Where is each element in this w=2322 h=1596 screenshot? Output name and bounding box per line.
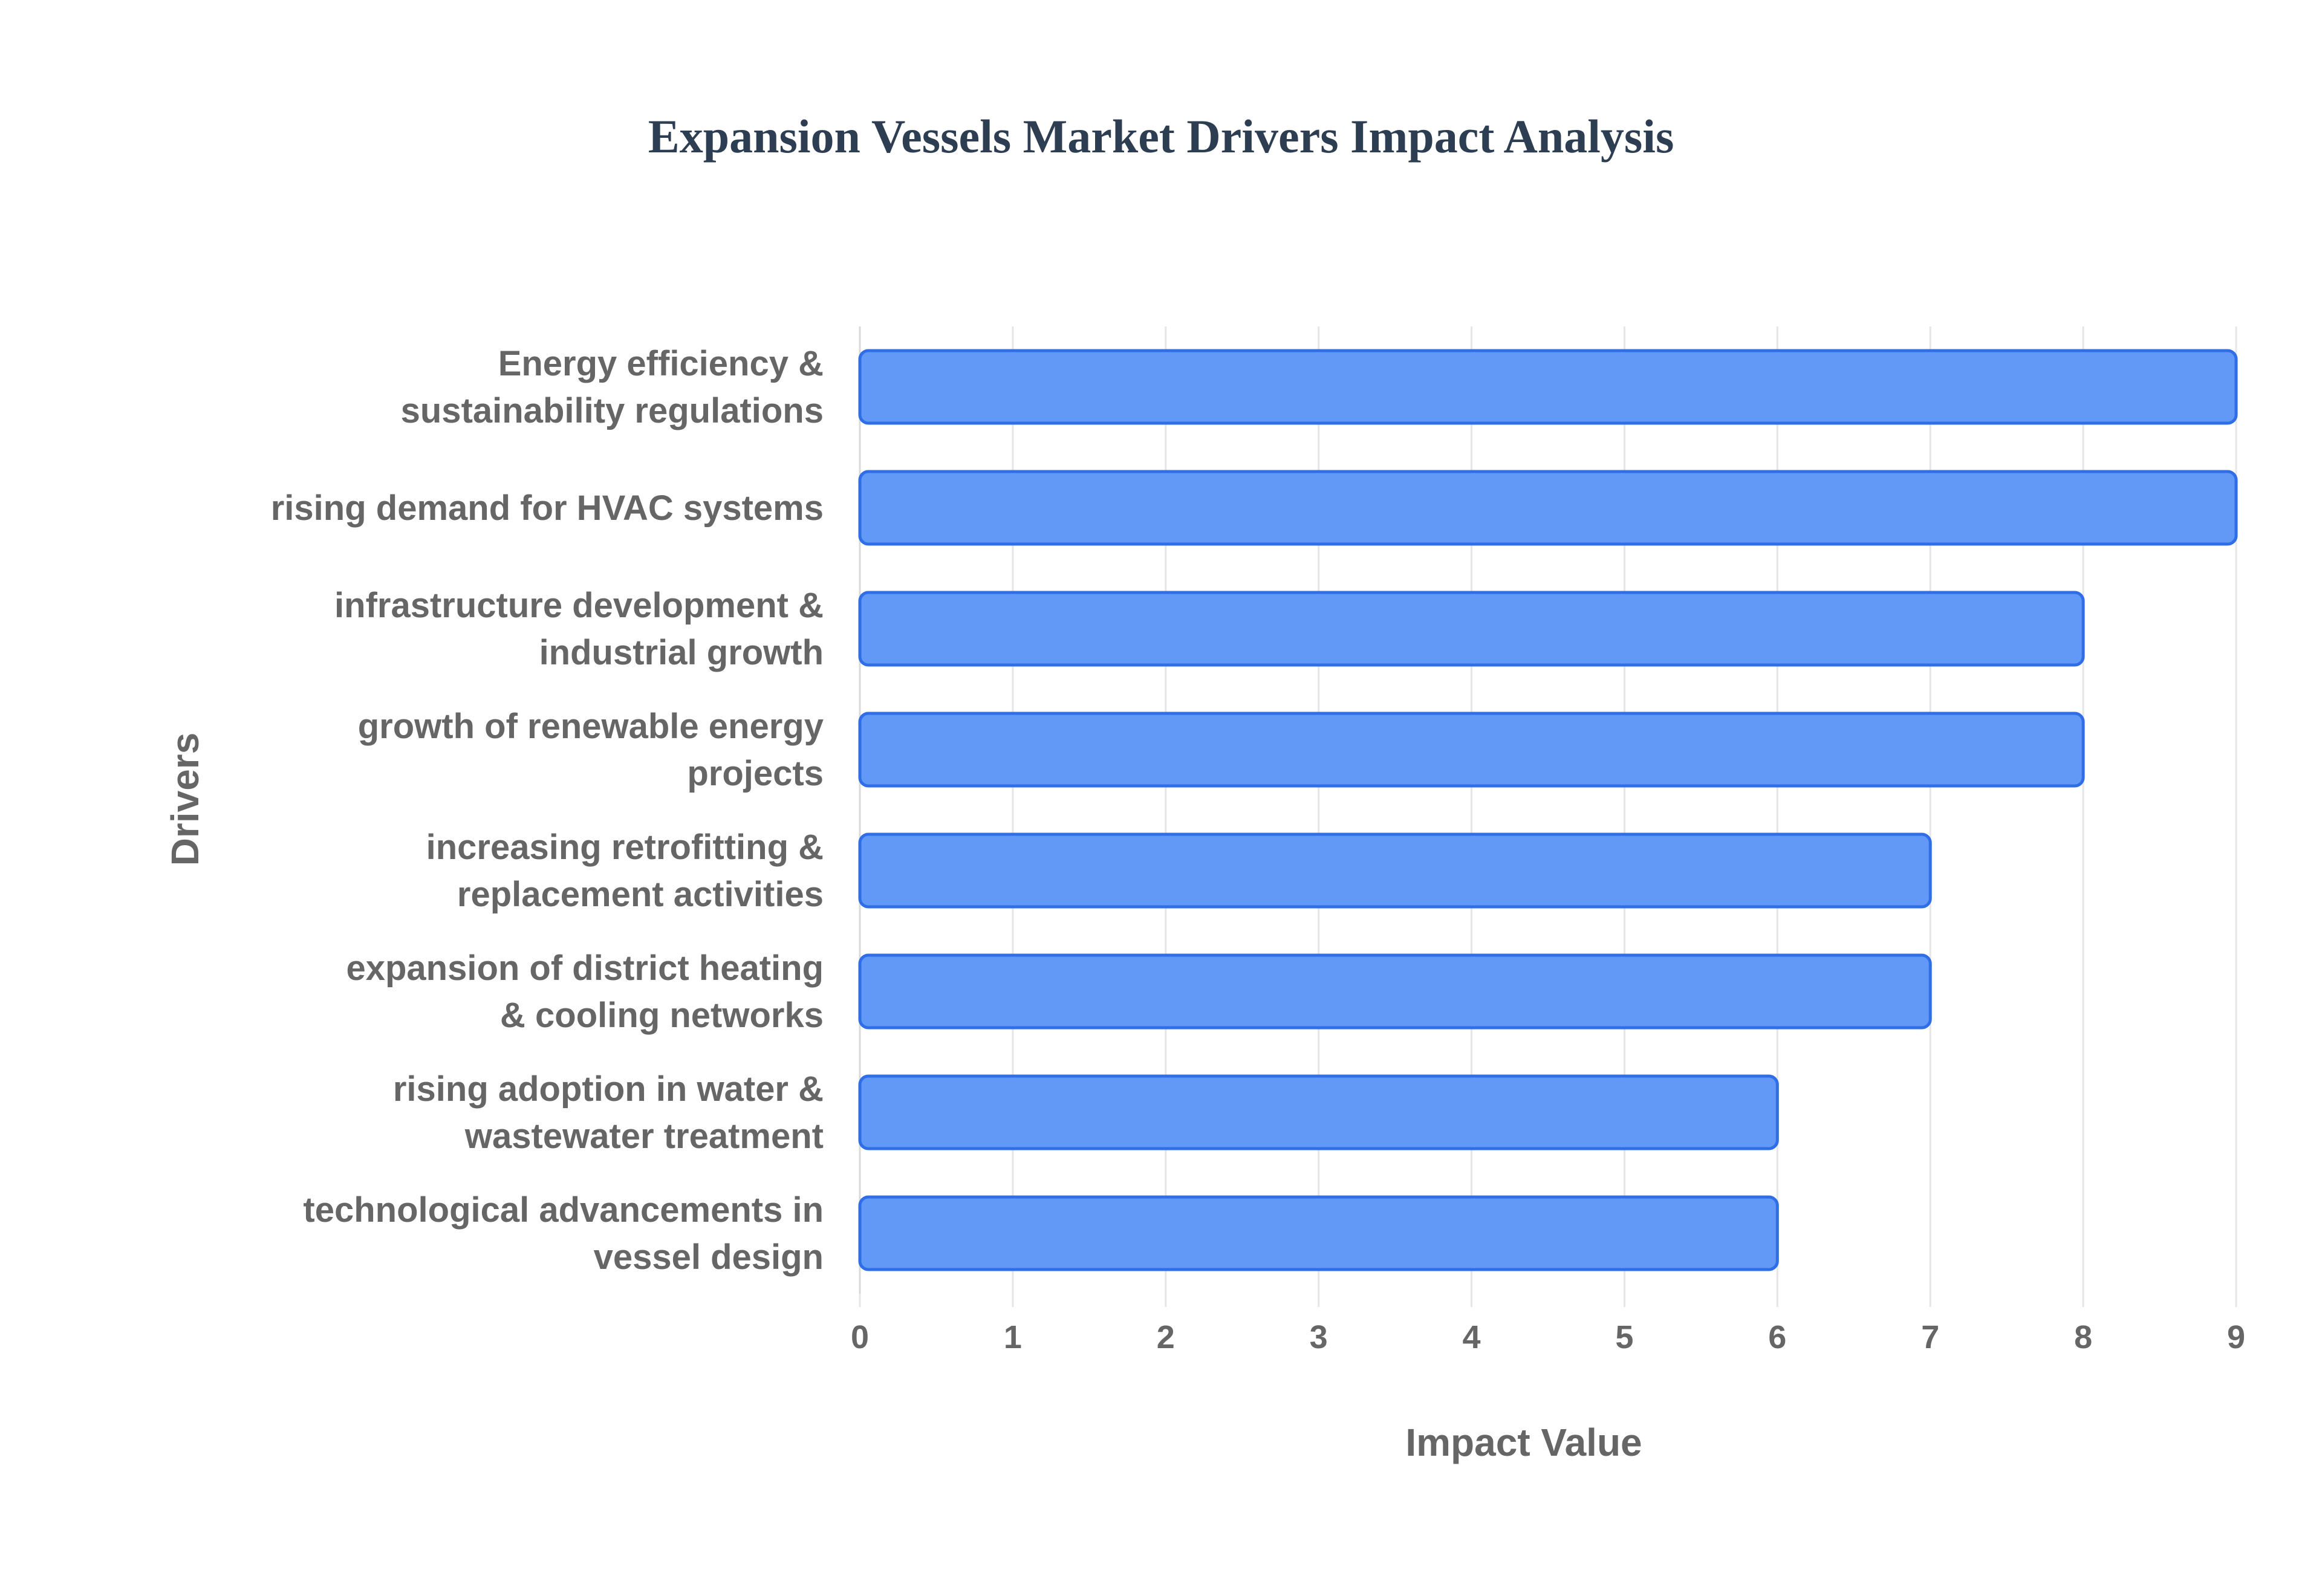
category-label-line: rising adoption in water & <box>393 1069 824 1109</box>
category-label: rising demand for HVAC systems <box>271 488 824 528</box>
chart-title: Expansion Vessels Market Drivers Impact … <box>648 110 1674 163</box>
x-tick-label: 6 <box>1768 1319 1786 1355</box>
category-label: expansion of district heating & cooling n… <box>346 949 824 1035</box>
category-labels: Energy efficiency & sustainability regula… <box>271 344 824 1277</box>
x-tick-label: 4 <box>1463 1319 1481 1355</box>
bar <box>858 1195 1779 1271</box>
category-label-line: growth of renewable energy <box>358 707 824 746</box>
bar <box>858 470 2238 546</box>
category-label-line: technological advancements in <box>303 1190 824 1230</box>
category-label-line: vessel design <box>594 1238 824 1277</box>
category-label: infrastructure development & industrial g… <box>334 586 824 672</box>
bar <box>858 1074 1779 1150</box>
category-label-line: Energy efficiency & <box>498 344 824 383</box>
category-label-line: & cooling networks <box>500 996 824 1035</box>
category-label: rising adoption in water & wastewater tre… <box>393 1069 824 1156</box>
x-tick-labels: 0 1 2 3 4 5 6 7 8 9 <box>851 1319 2245 1355</box>
y-axis-title: Drivers <box>163 733 207 866</box>
x-tick-label: 0 <box>851 1319 869 1355</box>
category-label-line: infrastructure development & <box>334 586 824 625</box>
bar <box>858 832 1932 909</box>
category-label-line: rising demand for HVAC systems <box>271 488 824 528</box>
x-tick-label: 5 <box>1615 1319 1633 1355</box>
bar <box>858 591 2085 667</box>
x-tick-label: 1 <box>1004 1319 1022 1355</box>
bar <box>858 953 1932 1030</box>
category-label: increasing retrofitting & replacement act… <box>426 828 824 914</box>
category-label: Energy efficiency & sustainability regula… <box>401 344 824 430</box>
x-tick-label: 2 <box>1157 1319 1175 1355</box>
x-tick-label: 3 <box>1310 1319 1328 1355</box>
bars <box>858 349 2238 1271</box>
category-label-line: expansion of district heating <box>346 949 824 988</box>
category-label-line: replacement activities <box>457 875 824 914</box>
bar <box>858 349 2238 425</box>
category-label-line: increasing retrofitting & <box>426 828 824 867</box>
category-label: growth of renewable energy projects <box>358 707 824 793</box>
x-tick-label: 8 <box>2074 1319 2092 1355</box>
category-label-line: wastewater treatment <box>464 1117 824 1156</box>
x-tick-label: 9 <box>2227 1319 2245 1355</box>
category-label-line: sustainability regulations <box>401 391 824 430</box>
x-axis-title: Impact Value <box>1405 1421 1642 1464</box>
category-label: technological advancements in vessel desi… <box>303 1190 824 1277</box>
x-tick-label: 7 <box>1921 1319 1939 1355</box>
bar <box>858 712 2085 788</box>
category-label-line: projects <box>687 754 824 793</box>
category-label-line: industrial growth <box>539 633 824 672</box>
